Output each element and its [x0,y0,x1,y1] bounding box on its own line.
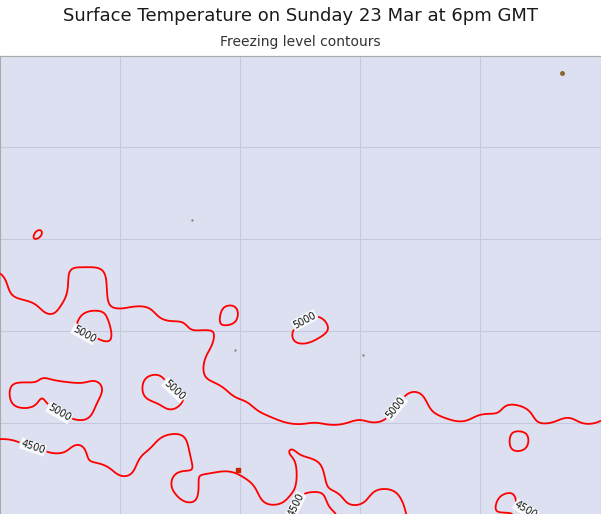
Text: Freezing level contours: Freezing level contours [220,34,381,49]
Text: 4500: 4500 [513,499,539,514]
Text: Surface Temperature on Sunday 23 Mar at 6pm GMT: Surface Temperature on Sunday 23 Mar at … [63,7,538,25]
Text: 5000: 5000 [71,324,97,344]
Text: 5000: 5000 [162,378,187,402]
Text: 5000: 5000 [384,395,407,420]
Text: 5000: 5000 [46,402,72,424]
Text: 4500: 4500 [286,492,306,514]
Text: 5000: 5000 [291,310,318,331]
Text: 4500: 4500 [20,438,46,455]
